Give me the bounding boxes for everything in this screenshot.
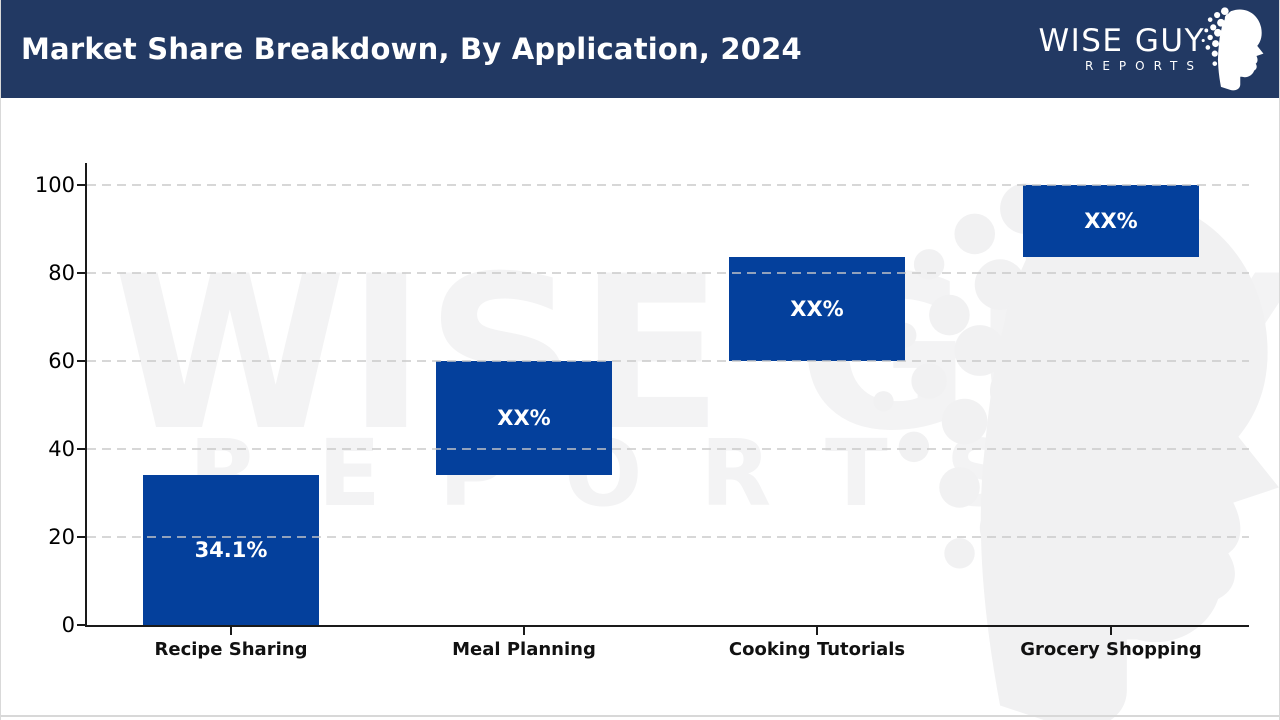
x-axis-line bbox=[85, 625, 1249, 627]
y-tick-mark-60 bbox=[77, 360, 85, 362]
x-category-label-grocery-shopping: Grocery Shopping bbox=[1020, 639, 1202, 660]
bar-value-label: XX% bbox=[790, 297, 844, 322]
gridline-80 bbox=[87, 272, 1249, 274]
gridline-60 bbox=[87, 360, 1249, 362]
y-tick-mark-40 bbox=[77, 448, 85, 450]
logo-wordmark-line2: REPORTS bbox=[1084, 59, 1203, 74]
y-tick-mark-20 bbox=[77, 536, 85, 538]
x-category-label-meal-planning: Meal Planning bbox=[452, 639, 596, 660]
x-tick-mark bbox=[1110, 627, 1112, 635]
y-tick-mark-100 bbox=[77, 184, 85, 186]
bar-value-label: 34.1% bbox=[194, 537, 268, 562]
footer-divider bbox=[1, 715, 1279, 717]
x-category-label-recipe-sharing: Recipe Sharing bbox=[154, 639, 308, 660]
y-tick-label-60: 60 bbox=[48, 349, 75, 373]
logo-wordmark-line1: WISE GUY bbox=[1038, 22, 1205, 59]
y-tick-mark-80 bbox=[77, 272, 85, 274]
gridline-20 bbox=[87, 536, 1249, 538]
y-tick-label-100: 100 bbox=[34, 173, 75, 197]
bar-value-label: XX% bbox=[497, 405, 551, 430]
bar-value-label: XX% bbox=[1084, 208, 1138, 233]
bar-grocery-shopping: XX% bbox=[1023, 185, 1199, 257]
x-tick-mark bbox=[816, 627, 818, 635]
y-tick-mark-0 bbox=[77, 624, 85, 626]
page-title: Market Share Breakdown, By Application, … bbox=[21, 32, 802, 66]
header-bar: Market Share Breakdown, By Application, … bbox=[1, 0, 1279, 98]
bar-recipe-sharing: 34.1% bbox=[143, 474, 319, 625]
bar-meal-planning: XX% bbox=[436, 361, 612, 475]
y-tick-label-20: 20 bbox=[48, 525, 75, 549]
logo-wordmark: WISE GUY REPORTS bbox=[1038, 25, 1205, 74]
y-tick-label-0: 0 bbox=[61, 613, 75, 637]
brand-logo: WISE GUY REPORTS bbox=[1038, 5, 1271, 93]
y-tick-label-40: 40 bbox=[48, 437, 75, 461]
y-axis-line bbox=[85, 163, 87, 627]
x-tick-mark bbox=[523, 627, 525, 635]
x-category-label-cooking-tutorials: Cooking Tutorials bbox=[728, 639, 906, 660]
gridline-100 bbox=[87, 184, 1249, 186]
x-tick-mark bbox=[230, 627, 232, 635]
y-tick-label-80: 80 bbox=[48, 261, 75, 285]
gridline-40 bbox=[87, 448, 1249, 450]
bar-cooking-tutorials: XX% bbox=[729, 257, 905, 361]
